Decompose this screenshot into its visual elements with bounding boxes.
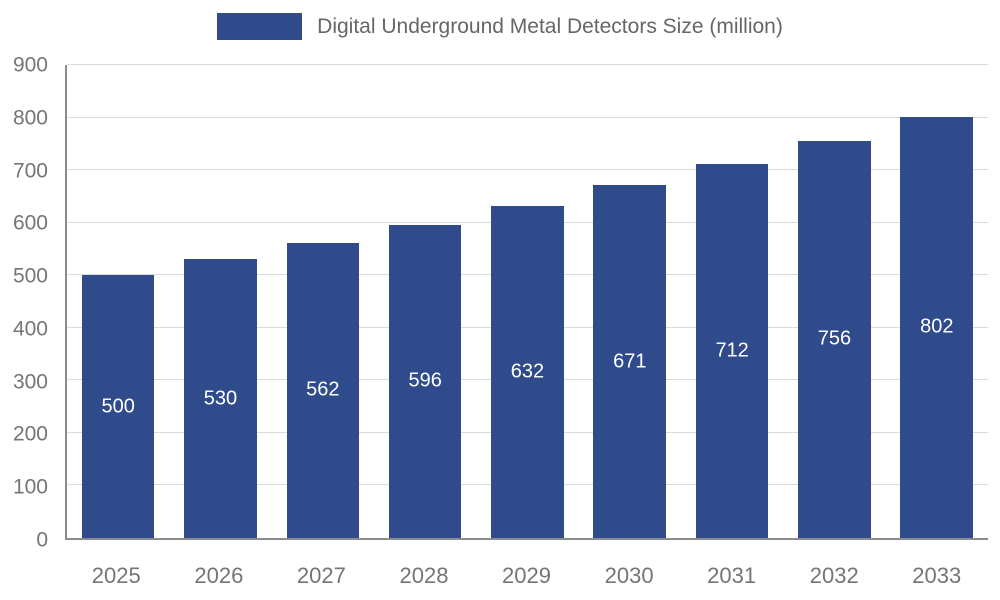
chart-title: Digital Underground Metal Detectors Size… — [317, 14, 783, 38]
x-tick-label: 2027 — [296, 563, 346, 588]
bar-2027: 562 — [286, 242, 360, 538]
gridline — [67, 64, 988, 65]
bar-value-label: 632 — [510, 360, 545, 383]
y-tick-label: 500 — [12, 264, 48, 288]
bar-value-label: 530 — [203, 387, 238, 410]
bar-slot: 596 — [374, 65, 476, 538]
bar-slot: 632 — [476, 65, 578, 538]
bar-slot: 671 — [579, 65, 681, 538]
bar-slot: 756 — [783, 65, 885, 538]
y-tick-label: 300 — [12, 370, 48, 394]
x-tick-label: 2028 — [399, 563, 449, 588]
bar-2028: 596 — [388, 224, 462, 538]
bar-slot: 530 — [169, 65, 271, 538]
y-tick-label: 600 — [12, 211, 48, 235]
y-tick-label: 100 — [12, 475, 48, 499]
bar-value-label: 671 — [613, 350, 647, 373]
x-tick-label: 2025 — [91, 563, 141, 588]
chart-legend: Digital Underground Metal Detectors Size… — [0, 13, 1000, 40]
bar-2030: 671 — [593, 185, 667, 538]
gridline — [67, 116, 988, 118]
y-tick-label: 0 — [36, 528, 48, 552]
bar-series: 500 530 562 596 632 671 712 756 802 — [67, 65, 988, 538]
y-tick-label: 400 — [12, 317, 48, 341]
x-tick-label: 2033 — [912, 563, 962, 588]
x-tick-label: 2026 — [194, 563, 244, 588]
bar-2025: 500 — [81, 275, 155, 538]
x-tick-label: 2029 — [502, 563, 551, 588]
bar-slot: 562 — [272, 65, 374, 538]
bar-2033: 802 — [900, 116, 974, 538]
bar-value-label: 756 — [817, 327, 852, 350]
x-tick-label: 2032 — [809, 563, 859, 588]
y-tick-label: 900 — [12, 53, 48, 77]
bar-slot: 712 — [681, 65, 783, 538]
y-tick-label: 700 — [12, 159, 48, 183]
bar-value-label: 562 — [306, 378, 340, 401]
bar-slot: 802 — [886, 65, 988, 538]
legend-swatch-icon — [217, 13, 303, 40]
bar-value-label: 712 — [715, 339, 749, 362]
plot-area: 500 530 562 596 632 671 712 756 802 — [65, 64, 988, 540]
bar-value-label: 500 — [101, 395, 135, 418]
x-tick-label: 2030 — [604, 563, 654, 588]
y-tick-label: 800 — [12, 106, 48, 130]
x-axis: 2025 2026 2027 2028 2029 2030 2031 2032 2033 — [65, 560, 988, 592]
y-axis: 0 100 200 300 400 500 600 700 800 900 — [0, 55, 56, 551]
gridline — [67, 169, 988, 171]
bar-value-label: 802 — [920, 315, 954, 338]
bar-2032: 756 — [798, 140, 871, 538]
y-tick-label: 200 — [12, 422, 48, 446]
bar-2031: 712 — [695, 163, 769, 538]
bar-value-label: 596 — [408, 369, 442, 392]
bar-2029: 632 — [491, 205, 564, 538]
bar-2026: 530 — [184, 259, 257, 538]
x-tick-label: 2031 — [707, 563, 757, 588]
bar-slot: 500 — [67, 65, 169, 538]
